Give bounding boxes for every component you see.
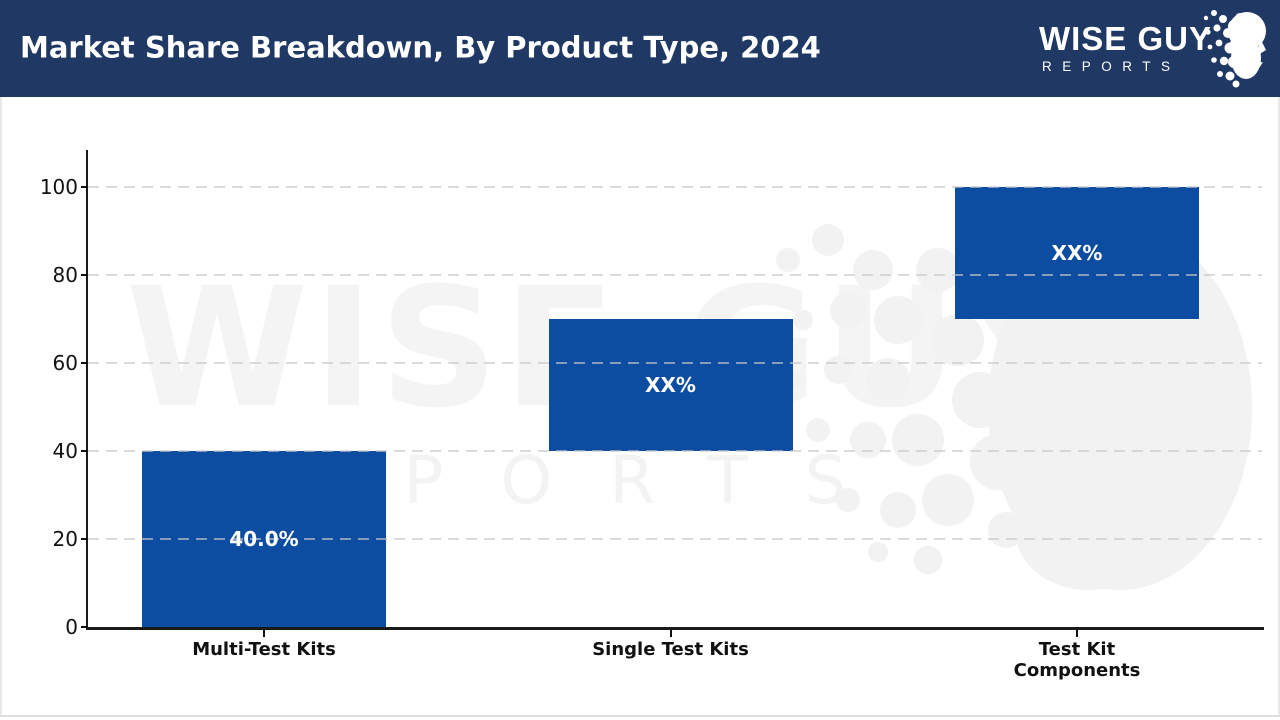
- bar-value-label: XX%: [645, 373, 696, 397]
- bar: [548, 319, 793, 451]
- wiseguy-logo-text: WISE GUY REPORTS: [1038, 19, 1212, 75]
- x-category-label: Single Test Kits: [592, 639, 749, 660]
- gridline: [88, 186, 1262, 188]
- left-border: [0, 97, 2, 715]
- y-tick-label: 80: [52, 263, 78, 287]
- y-tick-label: 0: [65, 615, 78, 639]
- page-title: Market Share Breakdown, By Product Type,…: [20, 30, 821, 65]
- bar-value-label: XX%: [1051, 241, 1103, 265]
- gridline: [88, 274, 1262, 276]
- gridline: [88, 538, 1262, 540]
- y-axis-line: [86, 150, 88, 629]
- x-category-label: Multi-Test Kits: [192, 639, 336, 660]
- y-tick-mark: [81, 626, 88, 628]
- logo-wordmark: WISE GUY: [1038, 19, 1212, 57]
- gridline: [88, 450, 1262, 452]
- x-tick-mark: [263, 630, 265, 637]
- gridline: [88, 362, 1262, 364]
- y-tick-mark: [81, 538, 88, 540]
- logo-subtext: REPORTS: [1041, 59, 1181, 75]
- y-tick-label: 20: [52, 527, 78, 551]
- y-tick-mark: [81, 362, 88, 364]
- wiseguy-head-icon: [1203, 10, 1266, 88]
- bar-value-label: 40.0%: [229, 527, 299, 551]
- y-tick-mark: [81, 450, 88, 452]
- header-bar: Market Share Breakdown, By Product Type,…: [0, 0, 1280, 97]
- chart-plot-area: WISE GUY REPORTS 0 20 40 60 80 100: [0, 97, 1280, 715]
- y-tick-mark: [81, 274, 88, 276]
- x-category-label: Test Kit Components: [1013, 639, 1141, 682]
- y-tick-mark: [81, 186, 88, 188]
- y-tick-label: 60: [52, 351, 78, 375]
- x-axis-line: [86, 627, 1264, 630]
- y-tick-label: 40: [52, 439, 78, 463]
- x-tick-mark: [1076, 630, 1078, 637]
- bottom-border: [0, 715, 1280, 717]
- y-tick-label: 100: [39, 175, 78, 199]
- x-tick-mark: [669, 630, 672, 637]
- right-border: [1278, 97, 1280, 715]
- wiseguy-logo: WISE GUY REPORTS: [1039, 6, 1266, 90]
